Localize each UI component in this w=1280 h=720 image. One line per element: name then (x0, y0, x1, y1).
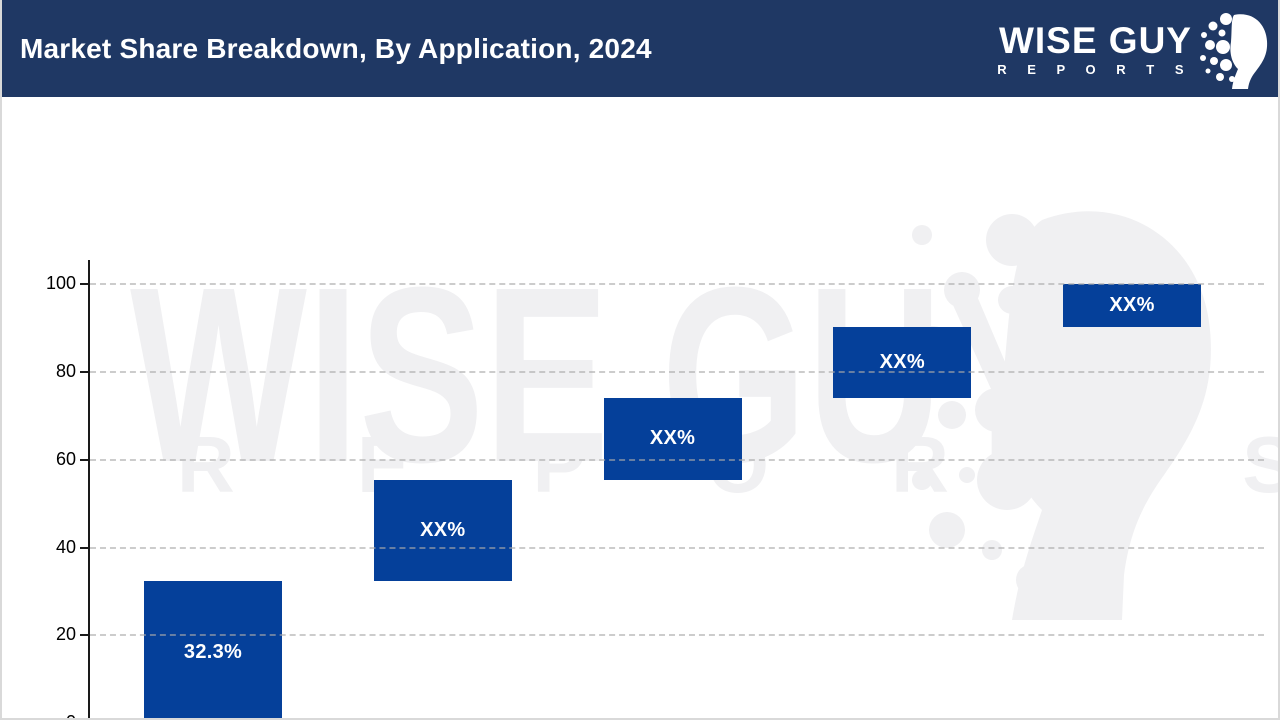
bar-value-label: 32.3% (183, 640, 243, 663)
bar-segment: XX% (833, 327, 972, 398)
y-tick-label: 20 (55, 624, 76, 645)
brand-logo-text: WISE GUY R E P O R T S (997, 22, 1192, 78)
gridline (90, 371, 1264, 374)
watermark-face-icon (908, 211, 1211, 620)
y-tick-mark (80, 283, 88, 286)
bar-segment: 32.3% (144, 581, 282, 718)
y-tick-label: 0 (20, 712, 76, 718)
brand-name: WISE GUY (998, 20, 1192, 61)
y-tick-label: 40 (55, 536, 76, 557)
brand-face-icon (1200, 13, 1268, 89)
gridline (90, 634, 1264, 637)
bar-value-label: XX% (649, 427, 696, 450)
bar-value-label: XX% (420, 519, 466, 542)
y-tick-mark (80, 634, 88, 637)
brand-subname: R E P O R T S (997, 62, 1192, 77)
bar-value-label: XX% (1109, 294, 1155, 317)
bar-segment: XX% (1063, 284, 1201, 328)
bar-segment: XX% (373, 479, 512, 582)
y-tick-label: 60 (55, 448, 76, 469)
y-tick-label: 80 (55, 361, 76, 382)
waterfall-chart: 02040608010032.3%General SurgeryXX%Gynec… (2, 97, 1278, 718)
brand-logo: WISE GUY R E P O R T S (997, 8, 1270, 92)
bar-segment: XX% (603, 397, 742, 480)
y-tick-mark (80, 458, 88, 461)
header-bar: Market Share Breakdown, By Application, … (2, 0, 1278, 97)
bar-value-label: XX% (879, 351, 925, 374)
y-tick-mark (80, 546, 88, 549)
gridline (90, 458, 1264, 461)
page-title: Market Share Breakdown, By Application, … (20, 33, 652, 64)
gridline (90, 546, 1264, 549)
y-tick-mark (80, 371, 88, 374)
y-axis-line (88, 260, 90, 718)
y-tick-label: 100 (45, 273, 76, 294)
gridline (90, 283, 1264, 286)
